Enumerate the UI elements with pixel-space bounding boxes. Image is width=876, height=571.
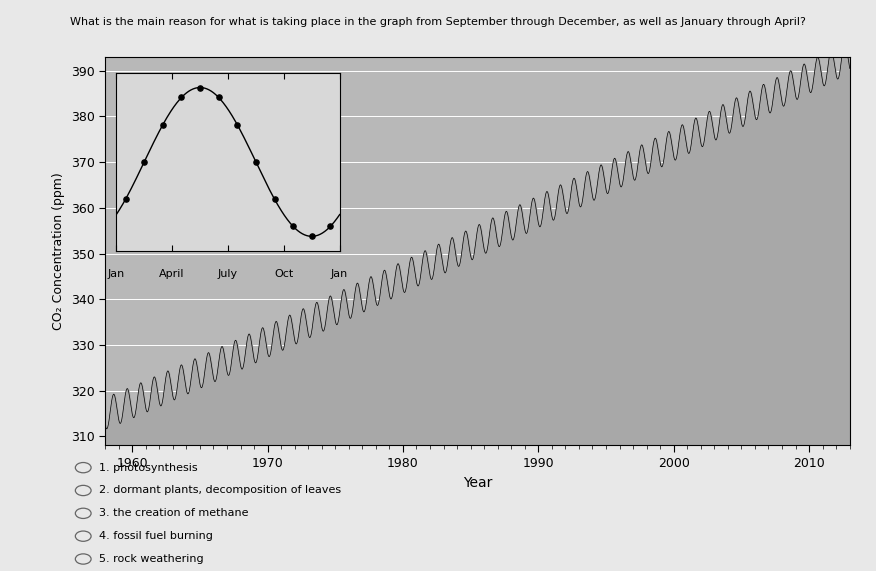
- Text: Oct: Oct: [274, 269, 293, 279]
- X-axis label: Year: Year: [463, 476, 492, 490]
- Y-axis label: CO₂ Concentration (ppm): CO₂ Concentration (ppm): [53, 172, 66, 330]
- Text: April: April: [159, 269, 185, 279]
- Text: Jan: Jan: [331, 269, 349, 279]
- Text: 5. rock weathering: 5. rock weathering: [99, 554, 203, 564]
- Text: 4. fossil fuel burning: 4. fossil fuel burning: [99, 531, 213, 541]
- Text: 2. dormant plants, decomposition of leaves: 2. dormant plants, decomposition of leav…: [99, 485, 341, 496]
- Text: 1. photosynthesis: 1. photosynthesis: [99, 463, 198, 473]
- Text: Jan: Jan: [108, 269, 125, 279]
- Text: 3. the creation of methane: 3. the creation of methane: [99, 508, 249, 518]
- Text: July: July: [218, 269, 238, 279]
- Text: What is the main reason for what is taking place in the graph from September thr: What is the main reason for what is taki…: [70, 17, 806, 27]
